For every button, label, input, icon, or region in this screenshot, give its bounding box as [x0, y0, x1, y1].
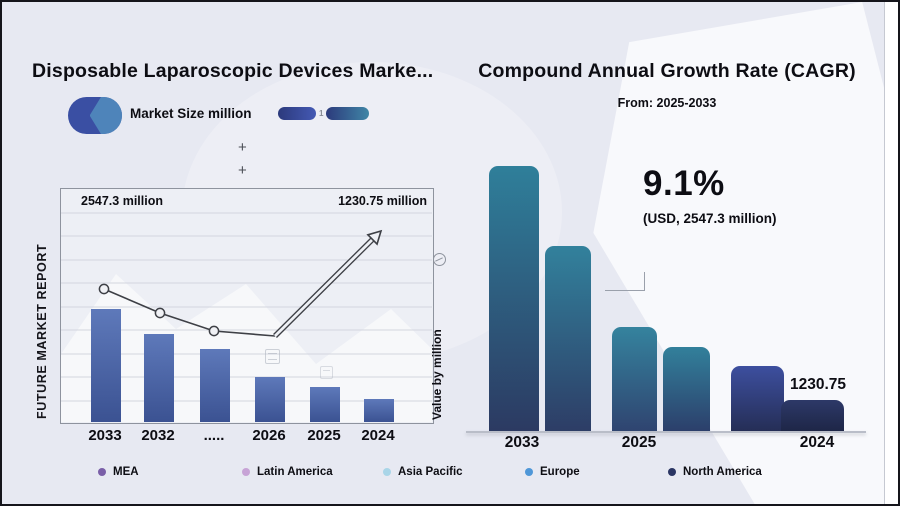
- market-size-bar-2032: [144, 334, 174, 422]
- legend-dot-icon: [668, 468, 676, 476]
- cagr-bar-2025: [663, 347, 710, 431]
- x-axis-label-2033: 2033: [88, 427, 122, 444]
- trend-marker: [98, 283, 110, 295]
- market-size-chart: 2547.3 million 1230.75 million: [60, 188, 434, 424]
- legend-item-mea: MEA: [98, 466, 139, 478]
- watermark-vertical-text: FUTURE MARKET REPORT: [35, 243, 49, 419]
- capsule-icon-highlight: [89, 97, 122, 134]
- trend-line: [103, 288, 276, 337]
- market-size-bar-.....: [200, 349, 230, 422]
- market-size-bar-2024: [364, 399, 394, 422]
- cagr-bar-2024: [781, 400, 844, 431]
- growth-arrow-fill: [274, 238, 374, 337]
- plus-mark-icon: +: [238, 162, 247, 179]
- legend-label: Latin America: [257, 466, 333, 478]
- cagr-2024-value-label: 1230.75: [790, 376, 847, 393]
- cagr-bar-2033: [489, 166, 539, 431]
- step-bracket-decoration: [605, 272, 645, 291]
- cagr-percentage: 9.1%: [643, 164, 725, 203]
- page-title-left: Disposable Laparoscopic Devices Marke...: [32, 60, 434, 82]
- legend-dot-icon: [383, 468, 391, 476]
- market-size-bar-2033: [91, 309, 121, 422]
- watermark-doc-icon: [265, 349, 280, 364]
- market-size-chart-canvas: [61, 212, 432, 422]
- cagr-bar-2033: [545, 246, 591, 431]
- x-axis-label-.....: .....: [203, 427, 225, 444]
- x-axis-label-2024: 2024: [361, 427, 395, 444]
- legend-dot-icon: [525, 468, 533, 476]
- cagr-x-label-2025: 2025: [621, 434, 657, 451]
- legend-item-asia-pacific: Asia Pacific: [383, 466, 463, 478]
- market-size-x-axis: 2033 2032..... 2026 2025 2024: [60, 427, 434, 447]
- legend-dot-icon: [242, 468, 250, 476]
- growth-arrow-head: [366, 229, 383, 246]
- legend-label: Europe: [540, 466, 580, 478]
- market-size-bar-2026: [255, 377, 285, 422]
- capsule-icon: [68, 97, 122, 134]
- legend-label: Asia Pacific: [398, 466, 463, 478]
- region-legend: MEA Latin America Asia Pacific Europe North …: [2, 466, 898, 486]
- legend-item-europe: Europe: [525, 466, 580, 478]
- x-axis-label-2026: 2026: [252, 427, 286, 444]
- cagr-baseline: [466, 431, 866, 433]
- legend-item-latin-america: Latin America: [242, 466, 333, 478]
- page-title-right: Compound Annual Growth Rate (CAGR): [478, 60, 856, 82]
- x-axis-label-2025: 2025: [307, 427, 341, 444]
- legend-item-north-america: North America: [668, 466, 762, 478]
- small-pill-icon-left: [278, 107, 316, 120]
- cagr-period-subtitle: From: 2025-2033: [617, 96, 717, 110]
- pill-ratio-label: 1: [319, 109, 324, 118]
- trend-marker: [154, 307, 166, 319]
- x-axis-label-2032: 2032: [141, 427, 175, 444]
- y-axis-label: Value by million: [430, 329, 444, 420]
- cagr-bar-2024: [731, 366, 784, 431]
- cagr-bar-2025: [612, 327, 657, 431]
- legend-label: North America: [683, 466, 762, 478]
- small-pill-icon-right: [326, 107, 369, 120]
- market-size-bar-2025: [310, 387, 340, 422]
- annotation-min-value: 1230.75 million: [338, 194, 427, 208]
- series-label: Market Size million: [130, 106, 252, 121]
- annotation-max-value: 2547.3 million: [81, 194, 163, 208]
- cagr-x-label-2033: 2033: [504, 434, 540, 451]
- legend-dot-icon: [98, 468, 106, 476]
- slashed-circle-icon: [433, 253, 446, 266]
- legend-label: MEA: [113, 466, 139, 478]
- watermark-doc-icon: [320, 366, 333, 379]
- right-margin-strip: [884, 2, 898, 504]
- cagr-chart: 1230.75 2033 2025 2024: [462, 152, 877, 462]
- trend-marker: [208, 325, 220, 337]
- cagr-usd-detail: (USD, 2547.3 million): [643, 211, 777, 226]
- plus-mark-icon: +: [238, 139, 247, 156]
- cagr-x-label-2024: 2024: [799, 434, 835, 451]
